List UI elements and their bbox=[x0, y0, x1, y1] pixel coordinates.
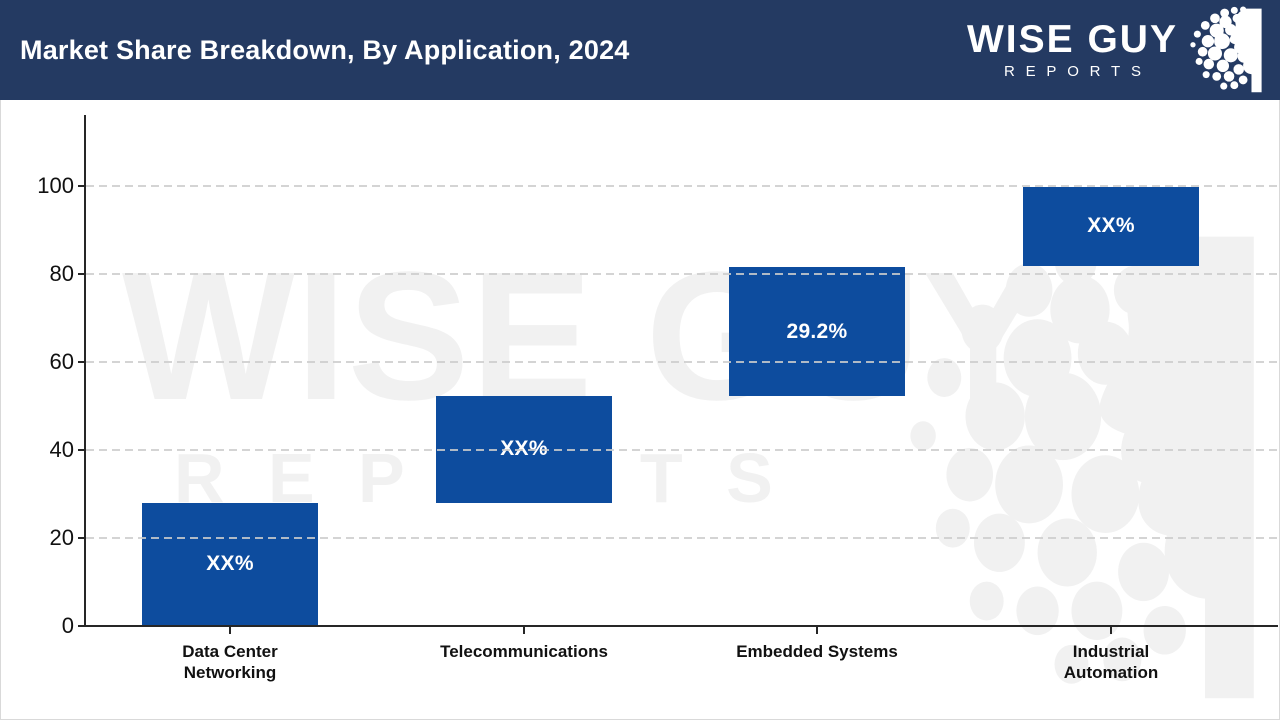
y-tick-label: 20 bbox=[49, 525, 74, 550]
y-tick-label: 100 bbox=[37, 173, 74, 198]
header: Market Share Breakdown, By Application, … bbox=[0, 0, 1280, 100]
bar-value-label: XX% bbox=[500, 437, 548, 461]
logo-face-icon bbox=[1190, 6, 1262, 93]
y-axis-line bbox=[84, 115, 86, 627]
x-axis-line bbox=[84, 625, 1278, 627]
bar-value-label: XX% bbox=[1087, 214, 1135, 238]
wise-guy-logo: WISE GUY REPORTS bbox=[967, 6, 1264, 94]
x-tick-label: Data Center Networking bbox=[182, 642, 278, 682]
x-tick-label: Telecommunications bbox=[440, 642, 608, 661]
x-tick bbox=[816, 627, 818, 634]
x-tick bbox=[523, 627, 525, 634]
bar-4: XX% bbox=[1023, 186, 1199, 267]
logo-text: WISE GUY REPORTS bbox=[966, 18, 1178, 80]
gridline-40 bbox=[86, 449, 1278, 451]
x-tick-label: Industrial Automation bbox=[1063, 642, 1159, 682]
bar-3: 29.2% bbox=[729, 267, 905, 396]
y-tick bbox=[78, 273, 86, 275]
gridline-20 bbox=[86, 537, 1278, 539]
page-title: Market Share Breakdown, By Application, … bbox=[20, 34, 630, 65]
y-tick bbox=[78, 185, 86, 187]
logo-wordmark: WISE GUY bbox=[966, 18, 1178, 62]
x-tick-label: Embedded Systems bbox=[736, 642, 898, 661]
y-tick-label: 60 bbox=[49, 349, 74, 374]
y-tick-label: 40 bbox=[49, 437, 74, 462]
x-tick bbox=[229, 627, 231, 634]
y-tick bbox=[78, 449, 86, 451]
y-tick bbox=[78, 625, 86, 627]
bar-value-label: 29.2% bbox=[786, 319, 848, 343]
logo-subtext: REPORTS bbox=[1003, 62, 1152, 80]
bar-1: XX% bbox=[142, 502, 318, 626]
watermark-face-icon bbox=[910, 224, 1254, 699]
y-tick bbox=[78, 361, 86, 363]
x-tick bbox=[1110, 627, 1112, 634]
gridline-80 bbox=[86, 273, 1278, 275]
gridline-60 bbox=[86, 361, 1278, 363]
y-tick-label: 80 bbox=[49, 261, 74, 286]
y-tick-label: 0 bbox=[61, 613, 74, 638]
gridline-100 bbox=[86, 185, 1278, 187]
y-tick bbox=[78, 537, 86, 539]
bar-value-label: XX% bbox=[206, 552, 254, 576]
